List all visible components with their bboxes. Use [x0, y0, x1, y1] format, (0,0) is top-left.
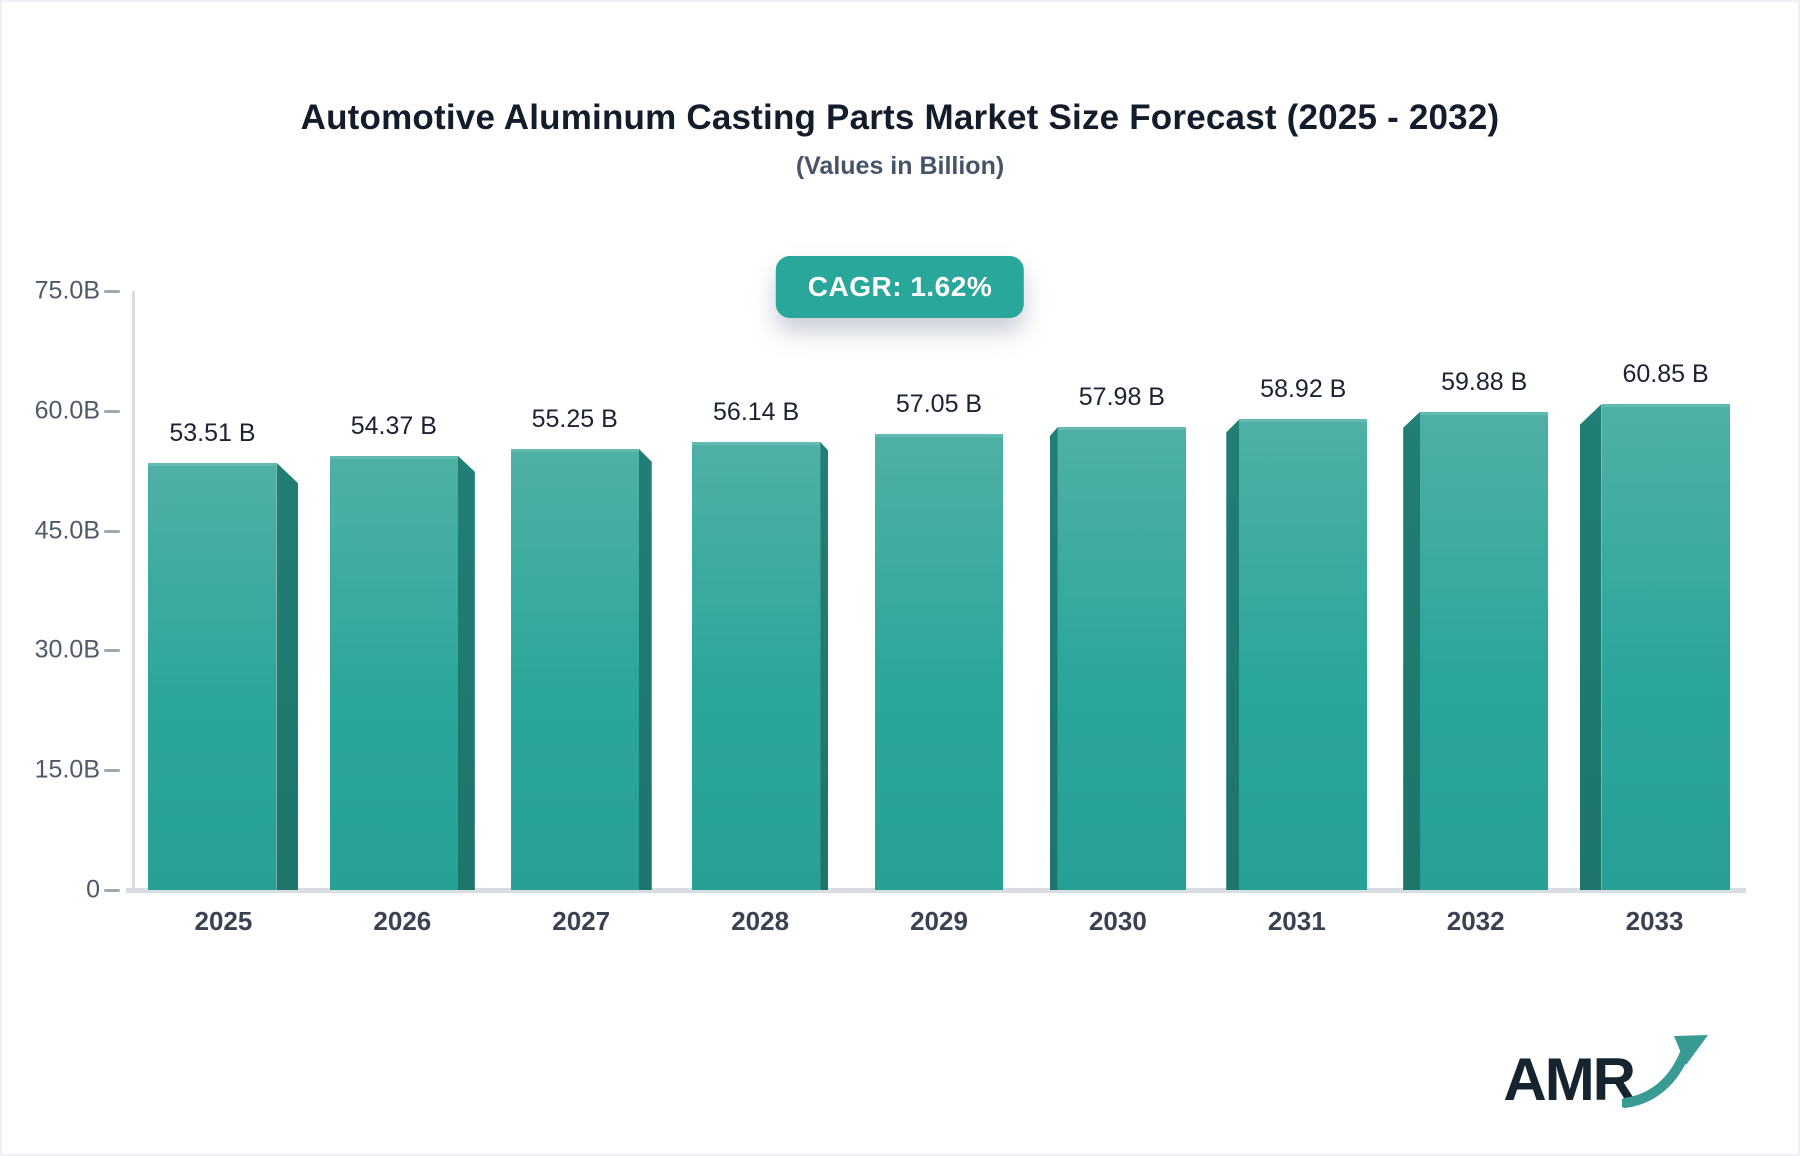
- bar-2026: [329, 455, 475, 890]
- bar-side-face: [457, 455, 475, 890]
- y-axis-tick: [104, 529, 120, 533]
- bar-value-label: 56.14 B: [713, 397, 800, 426]
- bar-2031: [1226, 419, 1368, 890]
- y-axis-label: 30.0B: [34, 635, 100, 664]
- x-axis-label: 2027: [552, 906, 611, 936]
- chart-subtitle: (Values in Billion): [795, 152, 1005, 180]
- bar-face: [510, 448, 639, 890]
- bar-2029: [875, 434, 1003, 890]
- bar-value-label: 54.37 B: [350, 411, 437, 440]
- bar-value-label: 57.05 B: [895, 390, 983, 419]
- bar-value-label: 59.88 B: [1441, 367, 1528, 396]
- bar-value-label: 57.98 B: [1078, 382, 1165, 411]
- x-axis-label: 2031: [1267, 906, 1326, 936]
- bar-face: [329, 455, 458, 890]
- cagr-badge: CAGR: 1.62%: [775, 256, 1025, 318]
- bar-face: [1601, 404, 1730, 890]
- bar-face: [148, 462, 277, 890]
- x-axis-label: 2032: [1446, 906, 1505, 936]
- y-axis-label: 0: [86, 875, 100, 904]
- y-axis-label: 75.0B: [34, 276, 100, 305]
- y-axis-tick: [104, 290, 120, 293]
- x-axis-label: 2025: [194, 906, 253, 936]
- y-axis-label: 15.0B: [34, 755, 100, 784]
- bar-2025: [148, 462, 299, 890]
- x-axis-label: 2029: [910, 906, 968, 936]
- bar-2032: [1403, 411, 1549, 890]
- amr-logo-text: AMR: [1503, 1046, 1636, 1113]
- bar-side-face: [638, 448, 652, 890]
- chart-title: Automotive Aluminum Casting Parts Market…: [300, 98, 1500, 137]
- y-axis-tick: [104, 769, 120, 773]
- bar-value-label: 58.92 B: [1260, 375, 1347, 404]
- y-axis-tick: [104, 889, 120, 892]
- x-axis-label: 2033: [1625, 906, 1684, 936]
- growth-arrow-icon: [1622, 1035, 1708, 1108]
- amr-logo: AMR: [1503, 1032, 1710, 1110]
- bar-value-label: 55.25 B: [531, 404, 618, 433]
- bar-side-face: [1049, 426, 1058, 890]
- y-axis-tick: [104, 409, 120, 413]
- bar-value-label: 60.85 B: [1622, 360, 1709, 388]
- bar-side-face: [1403, 411, 1421, 890]
- x-axis-line: [126, 888, 1746, 893]
- bar-face: [692, 441, 821, 890]
- y-axis-tick: [104, 649, 120, 653]
- bar-side-face: [276, 462, 299, 890]
- y-axis-line: [132, 291, 135, 892]
- bar-2027: [510, 448, 652, 890]
- x-axis-label: 2028: [731, 906, 790, 936]
- bar-2028: [692, 441, 829, 890]
- bar-side-face: [1226, 419, 1240, 890]
- y-axis-label: 60.0B: [34, 396, 100, 425]
- bar-value-label: 53.51 B: [169, 418, 256, 447]
- bar-2030: [1049, 426, 1186, 890]
- bar-side-face: [1579, 404, 1602, 890]
- x-axis-label: 2026: [373, 906, 432, 936]
- bar-face: [1420, 411, 1549, 890]
- bar-face: [1057, 426, 1186, 890]
- bar-face: [875, 434, 1003, 890]
- x-axis-label: 2030: [1088, 906, 1147, 936]
- bar-side-face: [820, 441, 829, 890]
- bar-face: [1239, 419, 1368, 890]
- y-axis-label: 45.0B: [34, 516, 100, 545]
- bar-2033: [1579, 404, 1730, 890]
